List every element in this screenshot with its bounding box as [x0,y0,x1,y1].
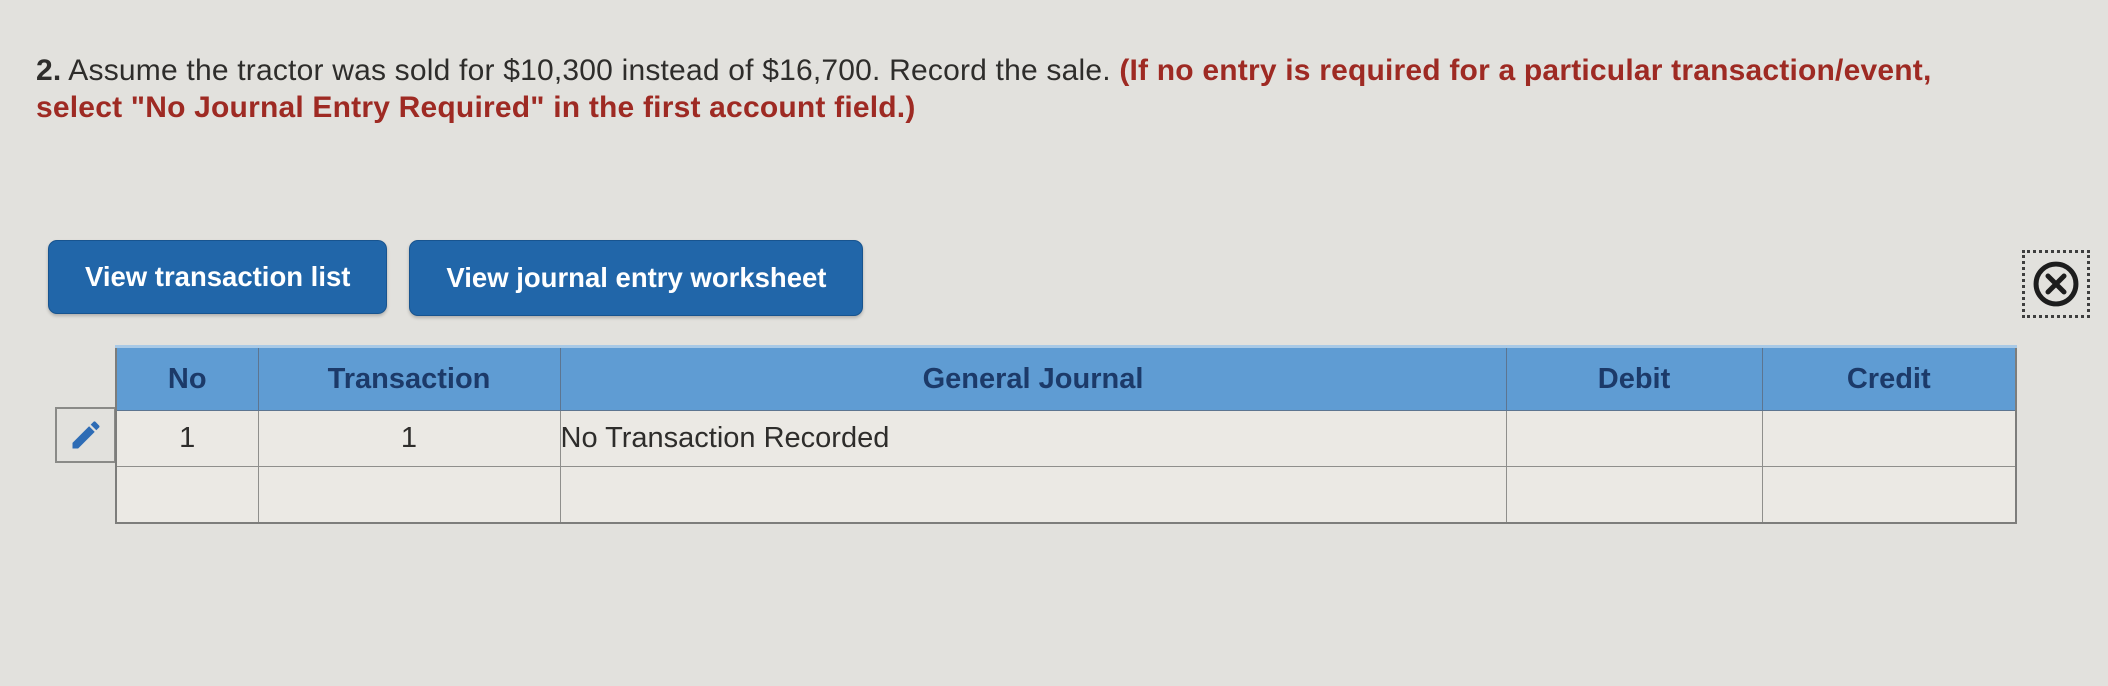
question-number: 2. [36,54,62,87]
question-body: Assume the tractor was sold for $10,300 … [61,54,1120,87]
journal-table: No Transaction General Journal Debit Cre… [115,345,2017,524]
table-row [115,466,2017,524]
column-header-credit: Credit [1761,345,2017,411]
table-row: 1 1 No Transaction Recorded [115,410,2017,467]
journal-table-body: 1 1 No Transaction Recorded [115,410,2017,524]
column-header-debit: Debit [1505,345,1763,411]
header-row: No Transaction General Journal Debit Cre… [115,345,2017,411]
column-header-no: No [115,345,259,411]
question-instruction: (If no entry is required for a particula… [36,54,1932,124]
cell-transaction [257,466,561,524]
cell-general-journal [559,466,1507,524]
cell-credit [1761,410,2017,467]
cell-credit [1761,466,2017,524]
circle-x-icon [2033,261,2079,307]
view-journal-entry-worksheet-button[interactable]: View journal entry worksheet [409,240,864,316]
view-transaction-list-button[interactable]: View transaction list [48,240,388,314]
column-header-transaction: Transaction [257,345,561,411]
toolbar: View transaction list View journal entry… [48,240,864,316]
edit-row-button[interactable] [55,407,116,463]
column-header-general-journal: General Journal [559,345,1507,411]
close-button[interactable] [2022,250,2090,318]
journal-table-header: No Transaction General Journal Debit Cre… [115,345,2017,411]
cell-general-journal: No Transaction Recorded [559,410,1507,467]
pencil-icon [72,421,100,449]
cell-debit [1505,410,1763,467]
cell-transaction: 1 [257,410,561,467]
cell-debit [1505,466,1763,524]
question-text: 2. Assume the tractor was sold for $10,3… [36,52,2026,126]
cell-no [115,466,259,524]
cell-no: 1 [115,410,259,467]
